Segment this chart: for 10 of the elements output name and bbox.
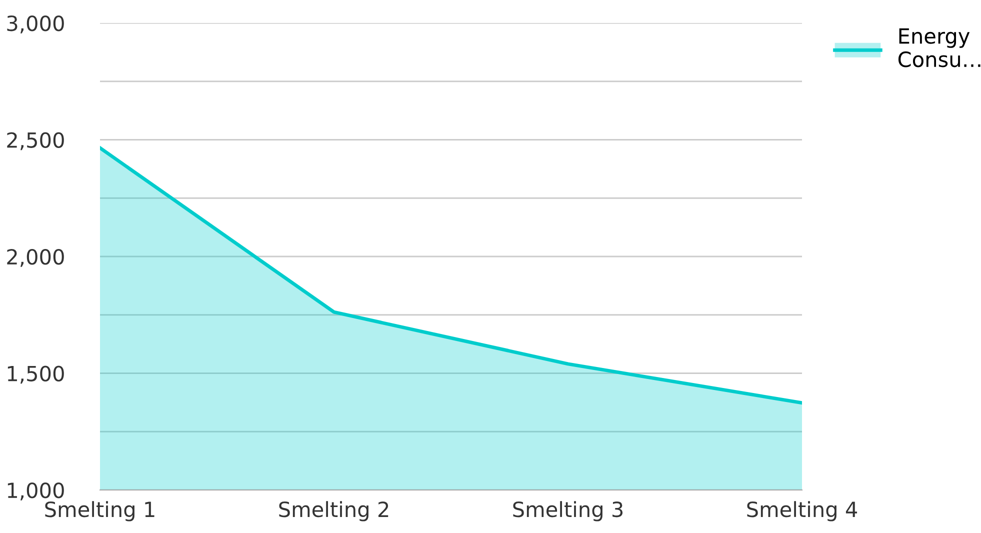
y-tick-label: 3,000 [7,15,64,34]
y-tick-label: 1,500 [8,366,64,384]
y-tick-label: 1,000 [8,482,64,500]
x-tick-label: Smelting 3 [513,501,623,522]
x-tick-label: Smelting 1 [45,501,154,522]
y-tick-label: 2,500 [7,132,64,150]
x-tick-label: Smelting 4 [747,501,858,522]
x-tick-label: Smelting 2 [279,501,388,522]
y-tick-label: 2,000 [7,248,64,267]
legend-label: Energy Consu… [898,28,980,68]
